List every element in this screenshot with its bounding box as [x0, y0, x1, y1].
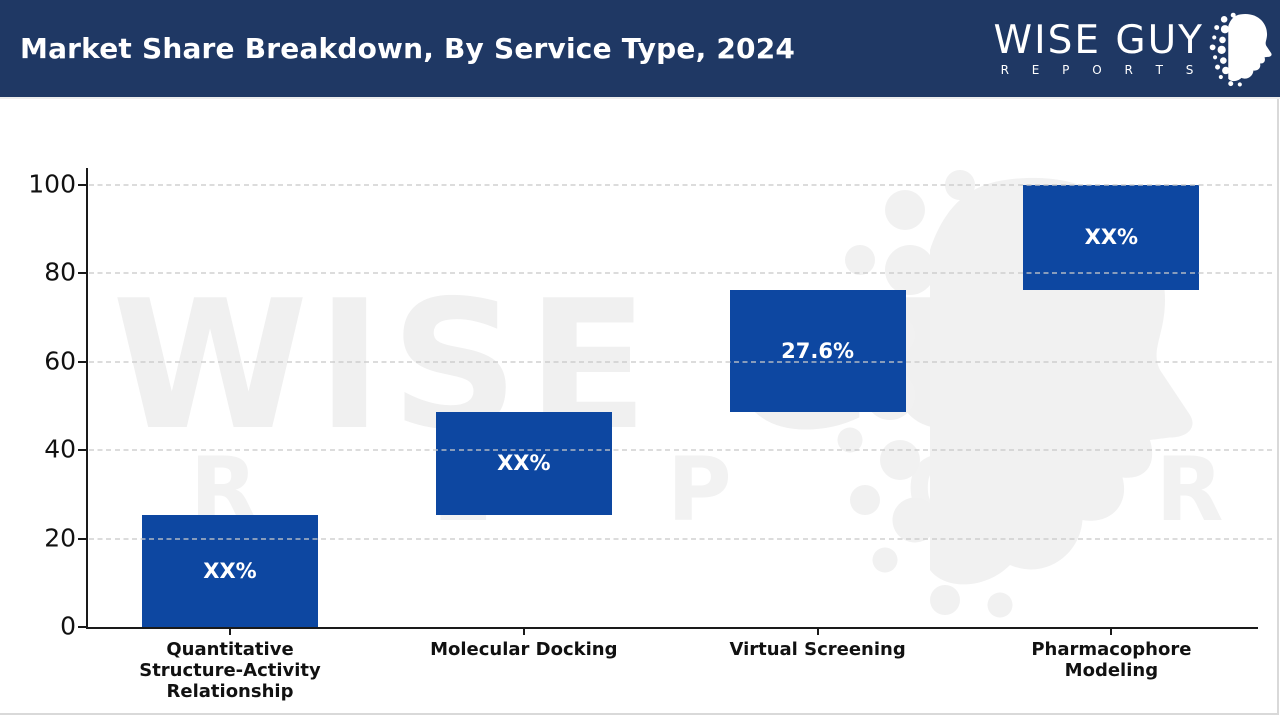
x-category-label-2: Molecular Docking [430, 639, 618, 660]
y-tick-mark-100 [78, 183, 86, 186]
y-tick-mark-60 [78, 360, 86, 363]
y-tick-mark-20 [78, 537, 86, 540]
y-tick-label-0: 0 [60, 611, 76, 641]
y-tick-label-100: 100 [28, 168, 76, 198]
bar-value-label-2: XX% [497, 451, 551, 476]
gridline-y-60 [89, 360, 1272, 363]
logo-name: WISE GUY [993, 18, 1204, 64]
x-axis-line [86, 627, 1258, 629]
logo-face-icon [1209, 12, 1272, 87]
y-tick-label-20: 20 [44, 522, 76, 552]
header-bar [0, 0, 1280, 97]
x-tick-mark-2 [522, 629, 525, 635]
gridline-y-100 [89, 183, 1272, 186]
x-category-label-3: Virtual Screening [729, 639, 906, 660]
gridline-y-40 [89, 449, 1272, 451]
bar-value-label-4: XX% [1084, 225, 1139, 250]
logo-subtitle: R E P O R T S [1000, 62, 1203, 77]
y-tick-label-40: 40 [44, 434, 76, 464]
bar-segment-3: 27.6% [729, 289, 906, 412]
y-tick-label-80: 80 [44, 257, 76, 287]
y-tick-mark-40 [78, 449, 86, 451]
header-divider [0, 97, 1280, 99]
x-tick-mark-4 [1110, 629, 1113, 635]
bar-segment-1: XX% [142, 514, 318, 627]
y-tick-mark-80 [78, 272, 86, 274]
bar-segment-4: XX% [1023, 184, 1200, 290]
y-axis-line [86, 168, 88, 629]
gridline-y-80 [89, 272, 1272, 274]
y-tick-mark-0 [78, 626, 86, 628]
logo-text: WISE GUY R E P O R T S [993, 18, 1204, 77]
bar-segment-2: XX% [435, 411, 612, 515]
x-tick-mark-1 [229, 629, 231, 635]
wise-guy-logo: WISE GUY R E P O R T S [994, 4, 1272, 94]
bar-value-label-3: 27.6% [781, 338, 855, 363]
x-category-label-1: Quantitative Structure-Activity Relation… [139, 639, 321, 703]
gridline-y-20 [89, 537, 1272, 540]
x-category-label-4: Pharmacophore Modeling [1031, 639, 1192, 682]
x-tick-mark-3 [816, 629, 819, 635]
chart-title: Market Share Breakdown, By Service Type,… [20, 32, 796, 65]
bar-value-label-1: XX% [203, 558, 257, 583]
y-tick-label-60: 60 [44, 345, 76, 375]
